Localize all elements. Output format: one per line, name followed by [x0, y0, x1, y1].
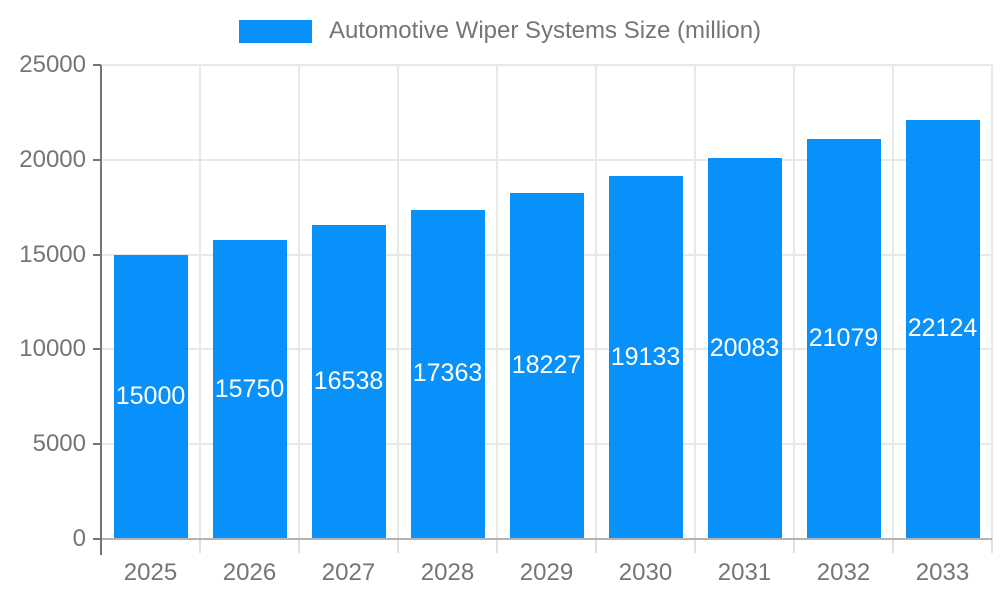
x-tick-label: 2028 — [420, 559, 475, 586]
bar-value-label: 16538 — [313, 367, 384, 396]
bar-2028[interactable] — [410, 209, 485, 539]
gridline-vertical — [991, 65, 993, 539]
y-tick-label: 25000 — [19, 51, 86, 78]
x-tick-label: 2029 — [519, 559, 574, 586]
y-tick-label: 10000 — [19, 335, 86, 363]
y-tick-label: 5000 — [32, 430, 86, 458]
x-axis-tick — [694, 539, 696, 553]
y-axis-tick — [93, 538, 101, 540]
bar-2032[interactable] — [806, 139, 881, 539]
gridline-horizontal — [101, 158, 992, 161]
bar-value-label: 20083 — [709, 333, 780, 362]
x-tick-label: 2026 — [222, 559, 277, 586]
bar-value-label: 21079 — [808, 324, 879, 353]
x-tick-label: 2032 — [816, 559, 871, 586]
gridline-vertical — [298, 65, 300, 539]
gridline-vertical — [595, 65, 597, 539]
bar-value-label: 22124 — [907, 314, 978, 343]
bar-2027[interactable] — [311, 225, 386, 539]
y-axis-tick — [93, 158, 101, 161]
y-axis-line — [100, 65, 102, 555]
y-tick-label: 20000 — [19, 145, 86, 173]
x-tick-label: 2033 — [915, 559, 970, 586]
y-axis-tick — [93, 253, 101, 256]
bar-value-label: 15000 — [115, 381, 186, 410]
gridline-vertical — [694, 65, 696, 539]
bar-2030[interactable] — [608, 176, 683, 539]
x-axis-tick — [199, 539, 201, 553]
legend-swatch — [238, 19, 312, 43]
bar-2029[interactable] — [509, 193, 584, 539]
x-axis-tick — [892, 539, 894, 553]
x-tick-label: 2025 — [123, 559, 178, 586]
x-axis-line — [101, 538, 992, 540]
y-axis-tick — [93, 64, 101, 66]
gridline-vertical — [199, 65, 201, 539]
legend[interactable]: Automotive Wiper Systems Size (million) — [0, 12, 1000, 50]
x-axis-tick — [496, 539, 498, 553]
bar-value-label: 18227 — [511, 351, 582, 380]
bar-value-label: 19133 — [610, 342, 681, 371]
y-axis-tick — [93, 348, 101, 351]
x-axis-tick — [397, 539, 399, 553]
y-tick-label: 0 — [72, 525, 86, 552]
bar-2033[interactable] — [905, 119, 980, 539]
gridline-vertical — [892, 65, 894, 539]
y-axis-tick — [93, 443, 101, 446]
x-axis-tick — [595, 539, 597, 553]
bar-value-label: 17363 — [412, 359, 483, 388]
bar-2026[interactable] — [212, 240, 287, 539]
gridline-horizontal — [101, 64, 992, 66]
bar-2031[interactable] — [707, 158, 782, 539]
legend-label: Automotive Wiper Systems Size (million) — [328, 17, 762, 44]
gridline-vertical — [496, 65, 498, 539]
gridline-vertical — [397, 65, 399, 539]
x-axis-tick — [793, 539, 795, 553]
x-tick-label: 2030 — [618, 559, 673, 586]
bar-2025[interactable] — [113, 254, 188, 539]
x-tick-label: 2027 — [321, 559, 376, 586]
gridline-vertical — [793, 65, 795, 539]
x-tick-label: 2031 — [717, 559, 772, 586]
x-axis-tick — [991, 539, 993, 553]
y-tick-label: 15000 — [19, 240, 86, 268]
x-axis-tick — [298, 539, 300, 553]
bar-value-label: 15750 — [214, 374, 285, 403]
